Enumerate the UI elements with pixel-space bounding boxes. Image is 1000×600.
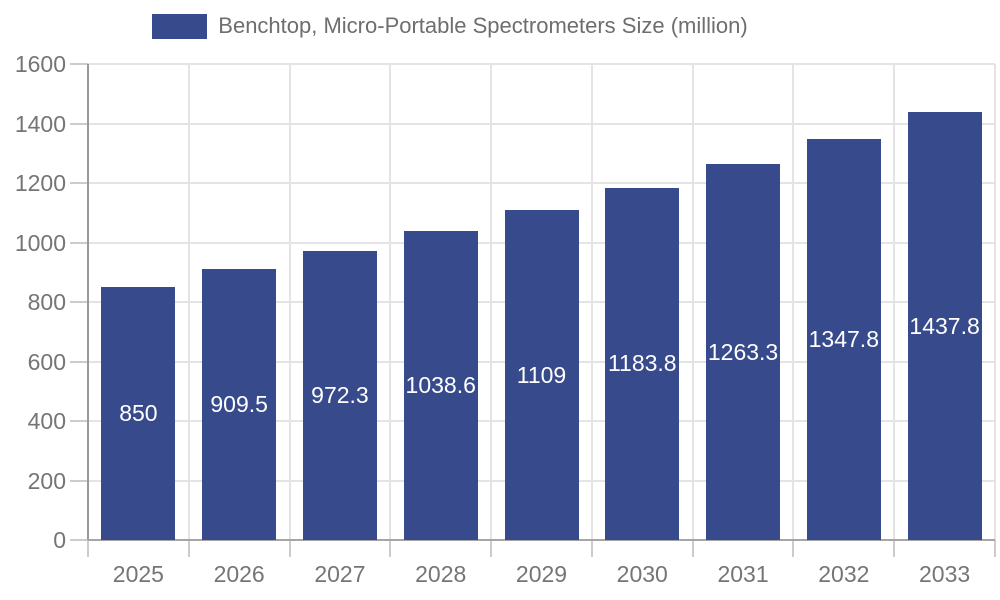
bar-value-label: 850 [119, 400, 158, 427]
bar-2028: 1038.6 [403, 231, 478, 540]
x-tick-label: 2030 [616, 561, 668, 587]
legend-swatch [152, 13, 208, 39]
x-gridline [590, 64, 593, 540]
y-tick-mark [70, 360, 88, 363]
x-tick-label: 2031 [717, 561, 769, 587]
y-tick-label: 200 [27, 467, 66, 494]
y-tick-mark [70, 420, 88, 422]
y-tick-label: 800 [27, 289, 66, 315]
y-tick-mark [70, 479, 88, 482]
bar-2029: 1109 [504, 210, 579, 540]
x-axis-baseline [88, 539, 995, 541]
x-gridline [389, 64, 392, 540]
y-tick-mark [70, 122, 88, 125]
y-tick-mark [70, 539, 88, 541]
y-tick-label: 400 [27, 408, 66, 434]
y-gridline [88, 182, 995, 184]
bar-value-label: 1038.6 [405, 372, 476, 398]
x-gridline [288, 64, 291, 540]
x-gridline [490, 64, 493, 540]
bar-value-label: 1437.8 [909, 312, 980, 339]
x-tick-mark [994, 540, 996, 557]
bar-2033: 1437.8 [907, 112, 982, 540]
y-tick-mark [70, 63, 88, 65]
bar-value-label: 1183.8 [607, 350, 677, 377]
x-tick-label: 2025 [112, 561, 164, 587]
y-tick-label: 1200 [14, 170, 66, 196]
bar-2032: 1347.8 [806, 139, 881, 540]
y-gridline [88, 122, 995, 125]
legend-row: Benchtop, Micro-Portable Spectrometers S… [0, 13, 1000, 39]
x-tick-mark [893, 540, 896, 557]
bar-value-label: 1109 [516, 361, 567, 388]
x-gridline [187, 64, 190, 540]
bar-value-label: 909.5 [210, 391, 268, 418]
y-tick-label: 1400 [14, 110, 66, 137]
y-axis-line [87, 64, 89, 540]
x-tick-label: 2027 [314, 561, 366, 587]
bar-value-label: 1347.8 [808, 326, 879, 352]
x-tick-mark [389, 540, 392, 557]
y-gridline [88, 63, 995, 65]
x-tick-mark [87, 540, 89, 557]
legend-label: Benchtop, Micro-Portable Spectrometers S… [218, 13, 748, 38]
x-tick-label: 2029 [515, 561, 568, 587]
y-tick-mark [70, 182, 88, 184]
x-tick-mark [490, 540, 493, 557]
x-tick-mark [187, 540, 190, 557]
x-tick-label: 2032 [818, 561, 870, 587]
x-tick-mark [590, 540, 593, 557]
bar-2025: 850 [101, 287, 176, 540]
x-tick-mark [288, 540, 291, 557]
bar-value-label: 1263.3 [707, 338, 779, 365]
x-tick-label: 2026 [213, 561, 265, 587]
x-tick-label: 2028 [415, 561, 467, 587]
x-gridline [792, 64, 795, 540]
x-gridline [691, 64, 694, 540]
y-tick-mark [70, 241, 88, 244]
y-tick-label: 600 [27, 348, 66, 375]
x-gridline [893, 64, 896, 540]
x-tick-label: 2033 [919, 561, 971, 587]
y-tick-label: 1000 [14, 229, 66, 256]
x-gridline [994, 64, 996, 540]
legend-item[interactable]: Benchtop, Micro-Portable Spectrometers S… [152, 13, 748, 39]
bar-value-label: 972.3 [311, 381, 369, 408]
bar-2026: 909.5 [202, 269, 277, 540]
bar-2030: 1183.8 [605, 187, 680, 540]
x-tick-mark [691, 540, 694, 557]
bar-2031: 1263.3 [706, 164, 781, 540]
bar-2027: 972.3 [302, 250, 377, 540]
x-tick-mark [792, 540, 795, 557]
y-tick-label: 0 [53, 527, 66, 553]
y-tick-label: 1600 [14, 51, 66, 77]
y-tick-mark [70, 301, 88, 303]
